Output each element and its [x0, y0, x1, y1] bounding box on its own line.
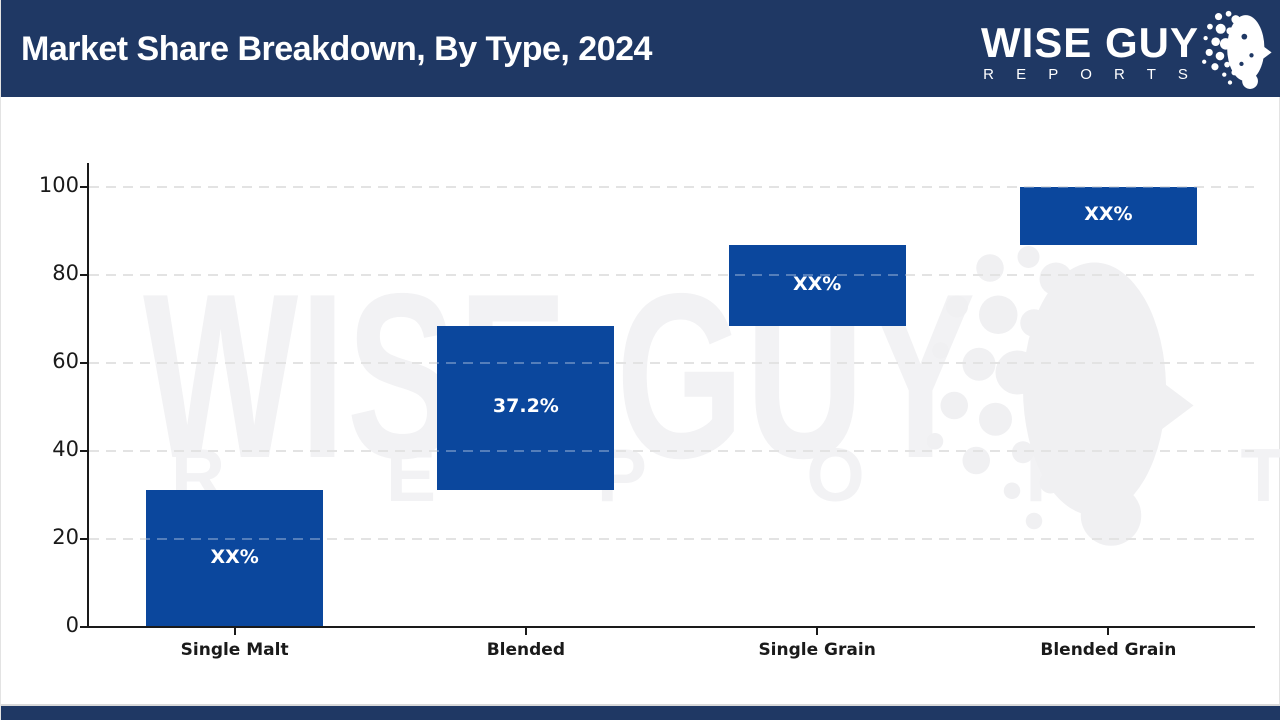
bar-blended — [437, 326, 615, 491]
y-axis-line — [87, 163, 89, 628]
y-tick-label: 0 — [65, 613, 79, 637]
x-tick-label: Blended — [486, 640, 566, 660]
page-title: Market Share Breakdown, By Type, 2024 — [21, 30, 652, 68]
bar-value-label: XX% — [792, 272, 842, 295]
gridline — [89, 186, 1254, 188]
x-tick — [233, 628, 236, 635]
logo-wiseguy-text: WISE GUY — [980, 19, 1199, 66]
face-dots-icon — [1202, 10, 1272, 89]
gridline-overlay — [89, 538, 1254, 540]
footer-bar — [1, 704, 1280, 720]
y-tick — [80, 538, 87, 540]
gridline — [89, 362, 1254, 364]
y-tick — [80, 450, 87, 452]
logo-reports-text: R E P O R T S — [983, 66, 1197, 83]
y-tick-label: 40 — [52, 437, 79, 461]
x-tick-label: Blended Grain — [1040, 640, 1177, 660]
brand-logo: WISE GUY R E P O R T S — [981, 4, 1272, 94]
y-tick-label: 60 — [52, 349, 79, 373]
y-tick-label: 20 — [52, 525, 79, 549]
x-tick — [816, 628, 819, 635]
bar-value-label: XX% — [210, 545, 259, 568]
x-tick — [524, 628, 527, 635]
gridline-overlay — [89, 274, 1254, 276]
bar-value-label: XX% — [1084, 202, 1133, 225]
y-tick — [80, 186, 87, 188]
gridline — [89, 450, 1254, 452]
x-tick-label: Single Malt — [180, 640, 289, 660]
bar-single-grain — [728, 244, 906, 327]
x-axis-line — [87, 626, 1255, 628]
bar-single-malt — [146, 490, 324, 627]
gridline-overlay — [89, 450, 1254, 452]
x-tick-label: Single Grain — [758, 640, 876, 660]
gridline-overlay — [89, 186, 1254, 188]
y-tick — [80, 274, 87, 276]
gridline — [89, 274, 1254, 276]
bar-blended-grain — [1019, 187, 1197, 245]
y-tick — [80, 626, 87, 628]
watermark-face-dots-icon — [926, 246, 1194, 546]
y-tick-label: 80 — [52, 261, 79, 285]
x-tick — [1107, 628, 1110, 635]
header-bar: Market Share Breakdown, By Type, 2024 WI… — [1, 0, 1280, 97]
bar-value-label: 37.2% — [492, 395, 559, 418]
y-tick-label: 100 — [38, 173, 79, 197]
gridline — [89, 538, 1254, 540]
y-tick — [80, 362, 87, 364]
gridline-overlay — [89, 362, 1254, 364]
